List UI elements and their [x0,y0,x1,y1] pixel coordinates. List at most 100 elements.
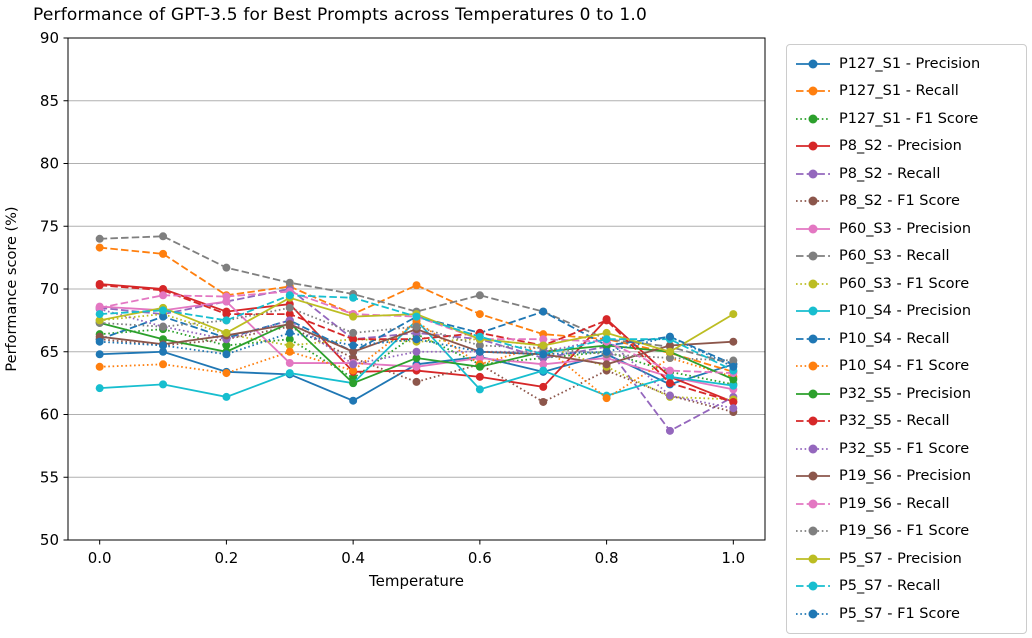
series-marker [412,312,421,321]
series-marker [475,291,484,300]
series-marker [602,335,611,344]
y-tick-label: 85 [40,92,59,110]
legend-entry: P8_S2 - F1 Score [795,188,1018,216]
legend-marker-sample [808,196,818,206]
series-marker [95,303,104,312]
series-marker [665,347,674,356]
legend-swatch [796,169,830,179]
series-marker [475,341,484,350]
y-tick-label: 90 [40,29,59,47]
legend-entry: P5_S7 - F1 Score [795,600,1018,628]
legend-marker-sample [808,224,818,234]
legend-marker-sample [808,581,818,591]
legend-label: P10_S4 - F1 Score [839,358,970,375]
legend-entry: P19_S6 - F1 Score [795,518,1018,546]
series-marker [539,350,548,359]
series-marker [349,312,358,321]
legend-swatch [796,471,830,481]
legend-swatch [796,389,830,399]
series-marker [539,366,548,375]
series-marker [95,281,104,290]
series-marker [729,310,738,319]
legend-marker-sample [808,444,818,454]
legend-entry: P8_S2 - Recall [795,160,1018,188]
legend-entry: P19_S6 - Precision [795,463,1018,491]
series-marker [665,391,674,400]
legend-marker-sample [808,471,818,481]
legend-label: P5_S7 - F1 Score [839,605,960,622]
series-marker [412,377,421,386]
legend-label: P127_S1 - Recall [839,83,959,100]
series-marker [412,347,421,356]
series-marker [475,372,484,381]
legend-entry: P60_S3 - F1 Score [795,270,1018,298]
legend-label: P32_S5 - Recall [839,413,950,430]
legend-entry: P32_S5 - Precision [795,380,1018,408]
series-marker [222,328,231,337]
series-marker [475,354,484,363]
legend-swatch [796,416,830,426]
series-marker [95,234,104,243]
legend-entry: P10_S4 - Precision [795,298,1018,326]
legend-marker-sample [808,86,818,96]
legend-marker-sample [808,526,818,536]
legend-marker-sample [808,251,818,261]
legend-entry: P127_S1 - F1 Score [795,105,1018,133]
series-marker [539,341,548,350]
legend-label: P10_S4 - Precision [839,303,972,320]
legend-label: P127_S1 - F1 Score [839,110,979,127]
chart-title: Performance of GPT-3.5 for Best Prompts … [33,5,647,25]
series-marker [159,341,168,350]
legend-swatch [796,499,830,509]
legend-swatch [796,59,830,69]
legend-marker-sample [808,59,818,69]
legend-marker-sample [808,114,818,124]
series-marker [602,328,611,337]
x-tick-label: 0.2 [214,549,238,567]
y-tick-label: 50 [40,531,59,549]
legend-label: P5_S7 - Precision [839,550,962,567]
legend-marker-sample [808,306,818,316]
series-marker [349,379,358,388]
legend-entry: P10_S4 - Recall [795,325,1018,353]
legend-entry: P10_S4 - F1 Score [795,353,1018,381]
series-marker [349,341,358,350]
series-marker [285,347,294,356]
legend-label: P32_S5 - Precision [839,385,972,402]
legend-swatch [796,86,830,96]
series-marker [95,310,104,319]
series-marker [475,347,484,356]
legend-label: P8_S2 - Recall [839,165,941,182]
series-marker [222,310,231,319]
series-marker [349,366,358,375]
legend-marker-sample [808,609,818,619]
legend-label: P8_S2 - F1 Score [839,193,960,210]
series-marker [285,320,294,329]
series-marker [475,385,484,394]
series-marker [412,335,421,344]
plot-area: 50 55 60 65 70 75 80 85 90 0.0 0.2 0.4 0.6 0.8 1.0 Temp… [4,29,766,590]
series-marker [285,291,294,300]
legend-label: P5_S7 - Recall [839,578,941,595]
series-marker [475,362,484,371]
series-marker [729,381,738,390]
y-tick-label: 55 [40,468,59,486]
series-marker [539,397,548,406]
legend-entry: P32_S5 - Recall [795,408,1018,436]
legend-swatch [796,224,830,234]
legend-label: P32_S5 - F1 Score [839,440,970,457]
series-line [99,313,734,401]
legend-swatch [796,554,830,564]
legend-swatch [796,196,830,206]
series-marker [159,306,168,315]
series-marker [412,362,421,371]
series-marker [285,341,294,350]
series-marker [95,337,104,346]
legend-label: P60_S3 - Precision [839,220,972,237]
series-marker [539,335,548,344]
series-marker [285,278,294,287]
x-axis-label: Temperature [368,572,464,590]
series-marker [665,426,674,435]
series-marker [159,312,168,321]
legend-label: P60_S3 - Recall [839,248,950,265]
